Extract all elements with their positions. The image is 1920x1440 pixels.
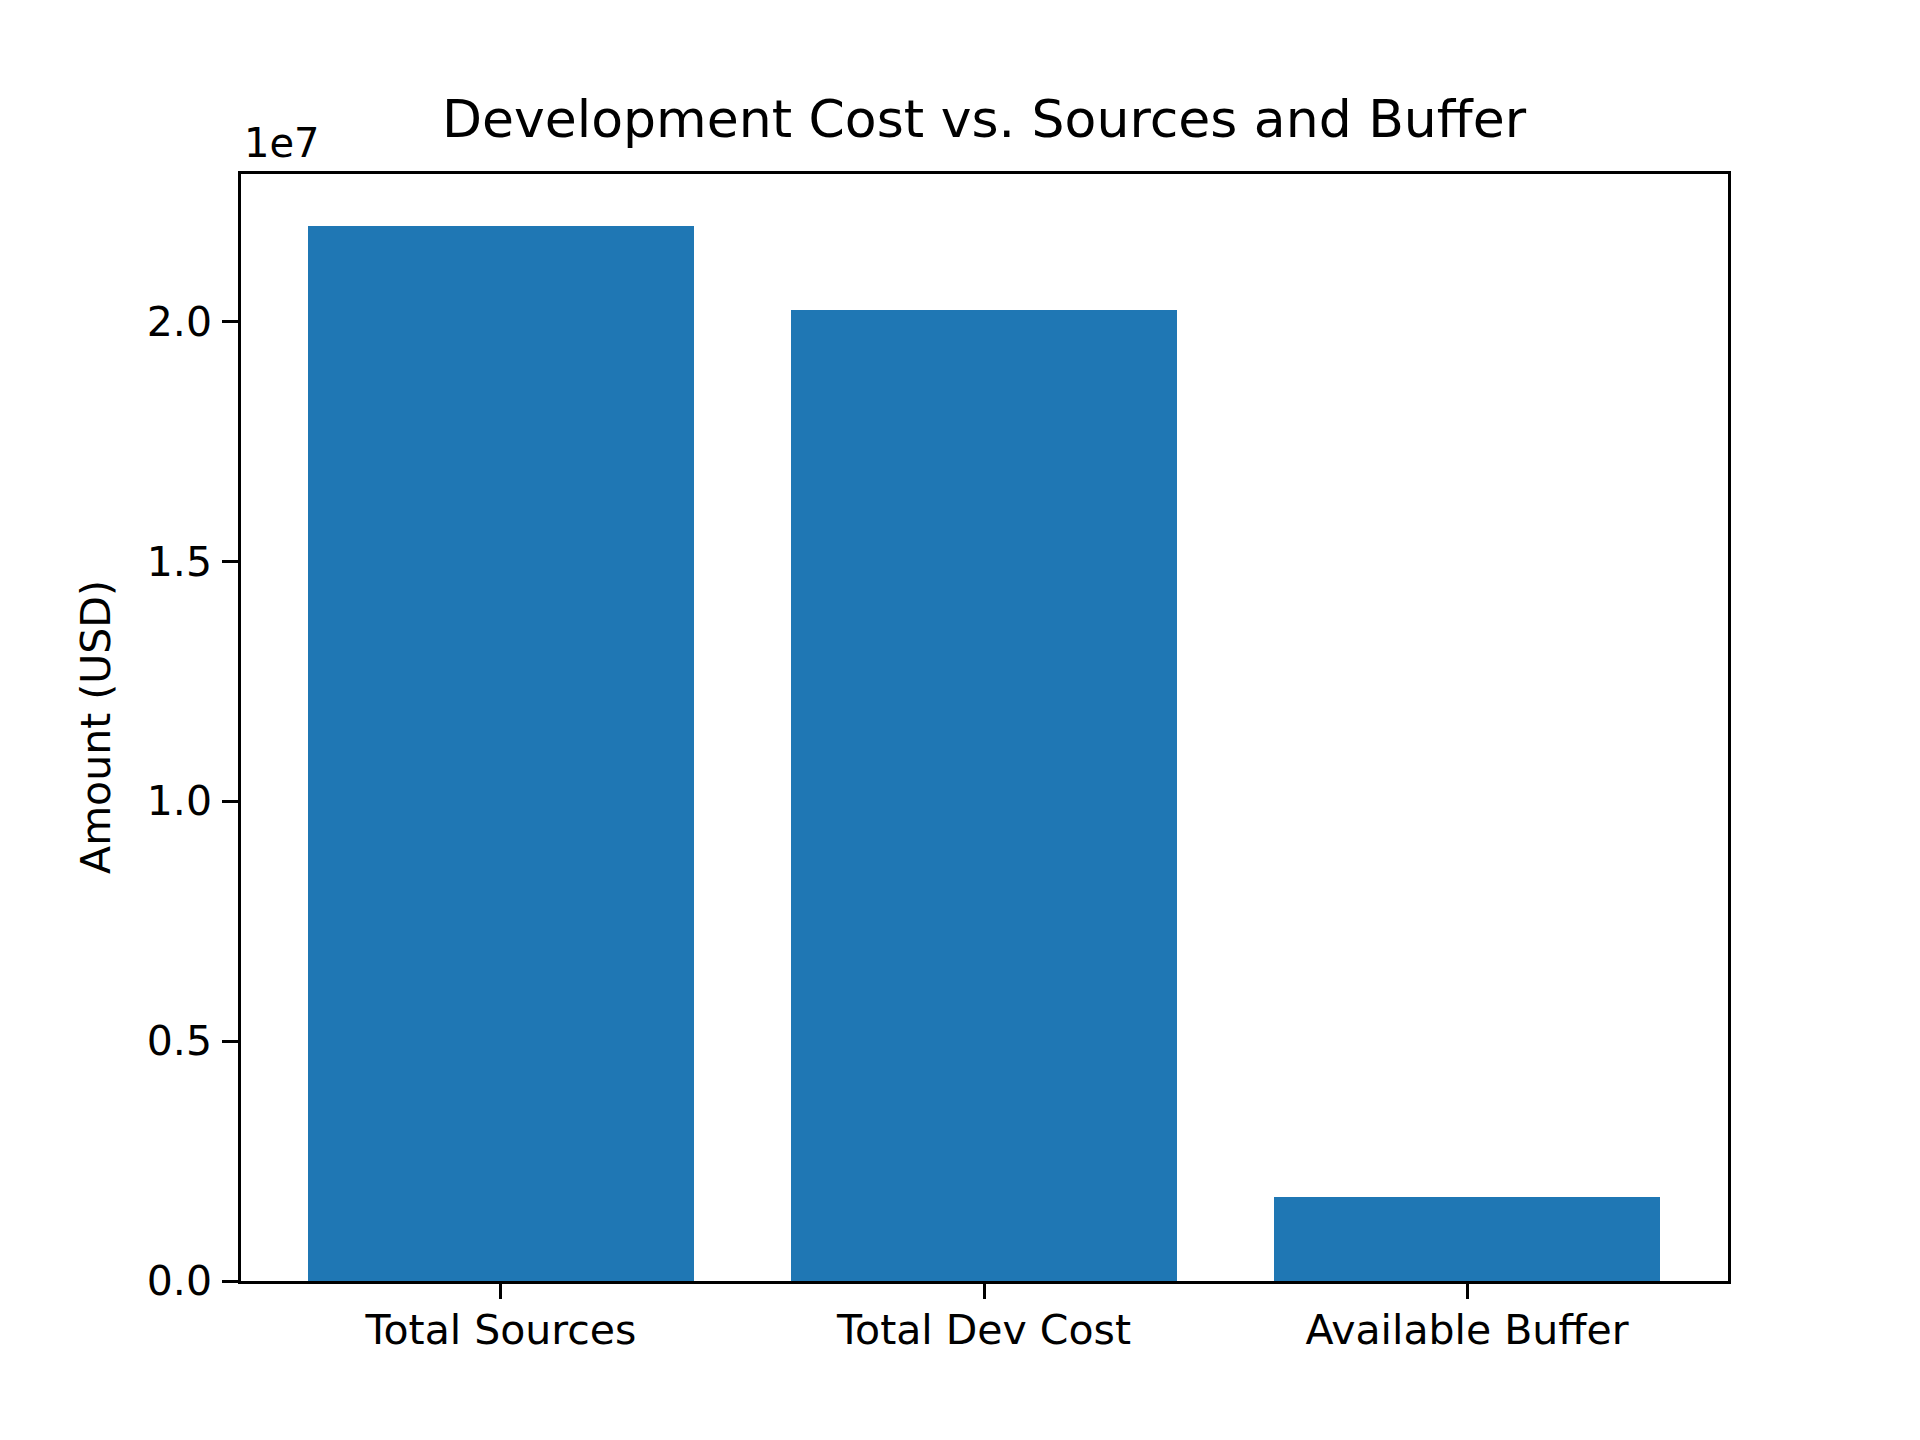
y-tick-mark: [222, 320, 238, 323]
y-tick-label: 0.5: [42, 1016, 212, 1066]
y-tick-mark: [222, 1280, 238, 1283]
y-tick-mark: [222, 800, 238, 803]
bar: [791, 310, 1177, 1281]
bar: [1274, 1197, 1660, 1281]
y-axis-offset-label: 1e7: [244, 120, 320, 166]
y-tick-label: 1.0: [42, 776, 212, 826]
x-tick-label: Total Sources: [241, 1305, 761, 1355]
figure: Development Cost vs. Sources and Buffer …: [0, 0, 1920, 1440]
chart-title: Development Cost vs. Sources and Buffer: [240, 90, 1728, 148]
y-tick-label: 2.0: [42, 297, 212, 347]
x-tick-mark: [983, 1283, 986, 1299]
y-tick-mark: [222, 560, 238, 563]
y-tick-label: 1.5: [42, 537, 212, 587]
x-tick-mark: [1466, 1283, 1469, 1299]
y-tick-label: 0.0: [42, 1256, 212, 1306]
y-tick-mark: [222, 1040, 238, 1043]
x-tick-label: Total Dev Cost: [724, 1305, 1244, 1355]
y-axis-label: Amount (USD): [70, 407, 122, 1047]
x-tick-label: Available Buffer: [1207, 1305, 1727, 1355]
x-tick-mark: [499, 1283, 502, 1299]
bar: [308, 226, 694, 1281]
